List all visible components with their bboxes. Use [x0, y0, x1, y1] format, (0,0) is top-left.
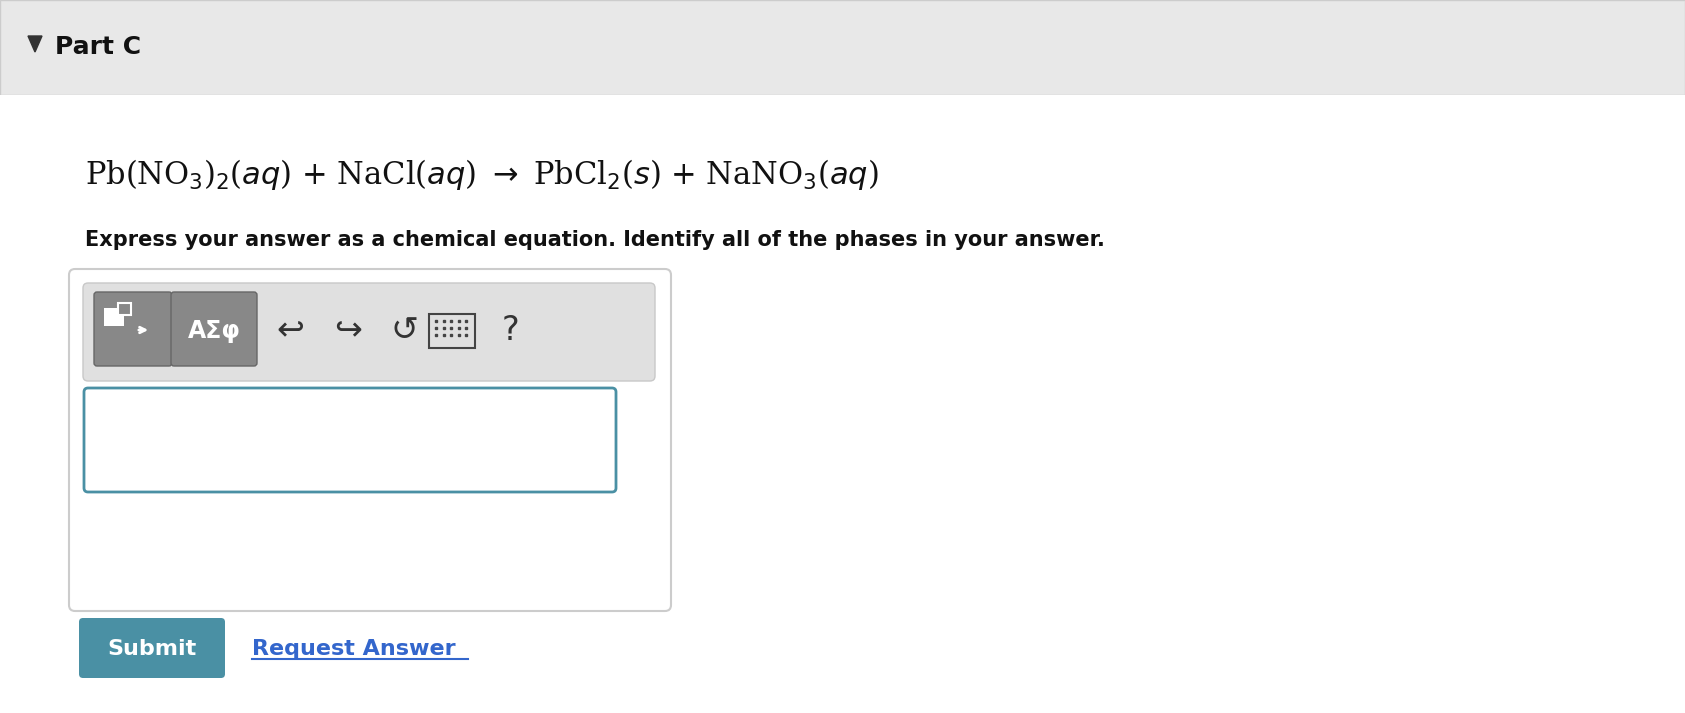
Text: Request Answer: Request Answer [253, 639, 455, 659]
FancyBboxPatch shape [104, 308, 125, 326]
FancyBboxPatch shape [0, 0, 1685, 95]
FancyBboxPatch shape [84, 388, 617, 492]
Polygon shape [29, 36, 42, 52]
Text: Part C: Part C [56, 35, 142, 59]
Text: Submit: Submit [108, 639, 197, 659]
FancyBboxPatch shape [170, 292, 258, 366]
Text: Pb(NO$_3$)$_2$($\it{aq}$) + NaCl($\it{aq}$) $\rightarrow$ PbCl$_2$($\it{s}$) + N: Pb(NO$_3$)$_2$($\it{aq}$) + NaCl($\it{aq… [84, 158, 878, 193]
FancyBboxPatch shape [79, 618, 226, 678]
FancyBboxPatch shape [83, 283, 655, 381]
Text: Express your answer as a chemical equation. Identify all of the phases in your a: Express your answer as a chemical equati… [84, 230, 1105, 250]
Text: ↺: ↺ [391, 314, 420, 347]
FancyBboxPatch shape [94, 292, 172, 366]
FancyBboxPatch shape [69, 269, 671, 611]
Text: ↩: ↩ [276, 314, 303, 347]
Text: ?: ? [500, 314, 519, 347]
Text: AΣφ: AΣφ [187, 319, 241, 343]
Text: ↪: ↪ [334, 314, 362, 347]
FancyBboxPatch shape [118, 303, 131, 315]
FancyBboxPatch shape [0, 95, 1685, 713]
